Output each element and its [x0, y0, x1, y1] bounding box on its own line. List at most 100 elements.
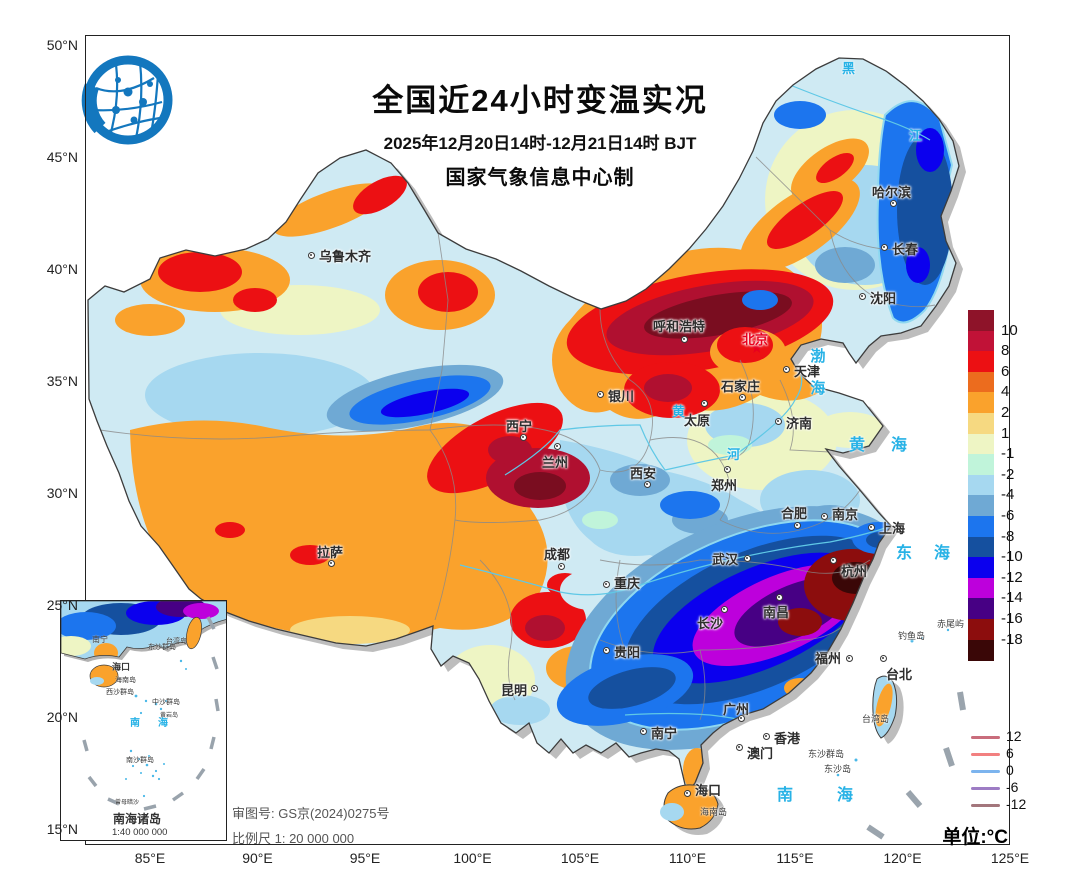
city-marker: [735, 743, 743, 751]
island-label: 东沙岛: [824, 764, 852, 774]
city-marker: [602, 646, 610, 654]
colorbar-tick: -10: [1001, 548, 1023, 566]
city-marker: [519, 433, 527, 441]
city-label: 兰州: [542, 455, 569, 470]
city-marker: [327, 559, 335, 567]
city-marker: [880, 243, 888, 251]
map-scale-label: 比例尺 1: 20 000 000: [232, 831, 355, 846]
colorbar-block: [968, 516, 994, 538]
legend-value: -12: [1006, 796, 1027, 812]
map-review-number: 审图号: GS京(2024)0275号: [232, 806, 390, 821]
sea-label: 黑: [842, 61, 856, 76]
city-label: 太原: [684, 413, 711, 428]
city-label: 杭州: [841, 564, 868, 579]
city-marker: [774, 417, 782, 425]
city-marker: [775, 593, 783, 601]
colorbar-unit-label: 单位:°C: [942, 827, 1008, 848]
city-marker: [889, 199, 897, 207]
city-label: 拉萨: [317, 545, 344, 560]
colorbar-block: [968, 371, 994, 393]
city-marker: [643, 480, 651, 488]
inset-label: 东沙群岛: [148, 644, 176, 651]
island-label: 赤尾屿: [937, 619, 965, 629]
city-label: 南京: [832, 507, 859, 522]
legend-value: -6: [1006, 779, 1019, 795]
colorbar-block: [968, 639, 994, 661]
city-marker: [723, 465, 731, 473]
city-marker: [307, 251, 315, 259]
colorbar-tick: 6: [1001, 362, 1010, 380]
lat-label: 30°N: [46, 485, 78, 501]
city-marker: [793, 521, 801, 529]
legend-line: [971, 804, 1000, 807]
lon-label: 95°E: [349, 850, 381, 866]
city-label: 沈阳: [870, 291, 897, 306]
city-marker: [602, 580, 610, 588]
city-label: 昆明: [501, 683, 528, 698]
colorbar-tick: -14: [1001, 589, 1023, 607]
south-china-sea-inset: [60, 600, 227, 841]
colorbar-block: [968, 413, 994, 435]
sea-label: 黄海: [849, 437, 934, 454]
inset-label: 南海诸岛: [113, 812, 162, 826]
colorbar-tick: -2: [1001, 465, 1015, 483]
colorbar-block: [968, 598, 994, 620]
city-label: 香港: [774, 731, 801, 746]
island-label: 海南岛: [700, 807, 728, 817]
lon-label: 125°E: [990, 850, 1030, 866]
lon-label: 110°E: [668, 850, 707, 866]
legend-line: [971, 736, 1000, 739]
colorbar-tick: -12: [1001, 568, 1023, 586]
colorbar-tick: -1: [1001, 445, 1015, 463]
city-label: 石家庄: [721, 379, 761, 394]
legend-line: [971, 753, 1000, 756]
inset-label: 1:40 000 000: [112, 827, 168, 838]
city-label: 成都: [544, 547, 571, 562]
city-marker: [639, 727, 647, 735]
city-label: 广州: [723, 702, 750, 717]
inset-label: 南宁: [92, 635, 108, 644]
lat-label: 45°N: [46, 149, 78, 165]
legend-value: 0: [1006, 762, 1014, 778]
inset-label: 西沙群岛: [106, 689, 134, 696]
city-marker: [720, 605, 728, 613]
city-label: 福州: [815, 651, 842, 666]
legend-value: 6: [1006, 745, 1014, 761]
lat-label: 20°N: [46, 709, 78, 725]
legend-line: [971, 787, 1000, 790]
city-marker: [829, 556, 837, 564]
city-label: 合肥: [781, 506, 808, 521]
sea-label: 渤海: [810, 348, 826, 397]
city-label: 武汉: [712, 552, 739, 567]
inset-label: 南海: [130, 718, 186, 729]
city-marker: [820, 512, 828, 520]
sea-label: 河: [727, 447, 741, 462]
city-marker: [683, 789, 691, 797]
lon-label: 85°E: [134, 850, 166, 866]
colorbar-tick: -16: [1001, 610, 1023, 627]
inset-label: 海南岛: [115, 677, 136, 684]
colorbar-tick: -18: [1001, 630, 1023, 648]
lat-label: 40°N: [46, 261, 78, 277]
lat-label: 15°N: [46, 821, 78, 837]
city-label: 哈尔滨: [872, 185, 912, 200]
city-marker: [553, 442, 561, 450]
city-marker: [596, 390, 604, 398]
lon-label: 120°E: [883, 850, 922, 866]
colorbar-tick: 2: [1001, 404, 1010, 421]
city-label: 台北: [886, 667, 913, 682]
map-period: 2025年12月20日14时-12月21日14时 BJT: [383, 134, 697, 153]
colorbar-block: [968, 557, 994, 579]
legend-value: 12: [1006, 728, 1022, 744]
city-label: 济南: [786, 416, 813, 431]
city-label: 银川: [608, 389, 635, 404]
city-marker: [867, 523, 875, 531]
city-label: 重庆: [614, 576, 641, 591]
city-label: 乌鲁木齐: [319, 249, 372, 264]
nine-dash-line: [866, 691, 966, 840]
colorbar-tick: 1: [1001, 424, 1010, 442]
city-label: 海口: [695, 783, 722, 798]
sea-label: 黄: [672, 404, 686, 419]
city-marker: [845, 654, 853, 662]
